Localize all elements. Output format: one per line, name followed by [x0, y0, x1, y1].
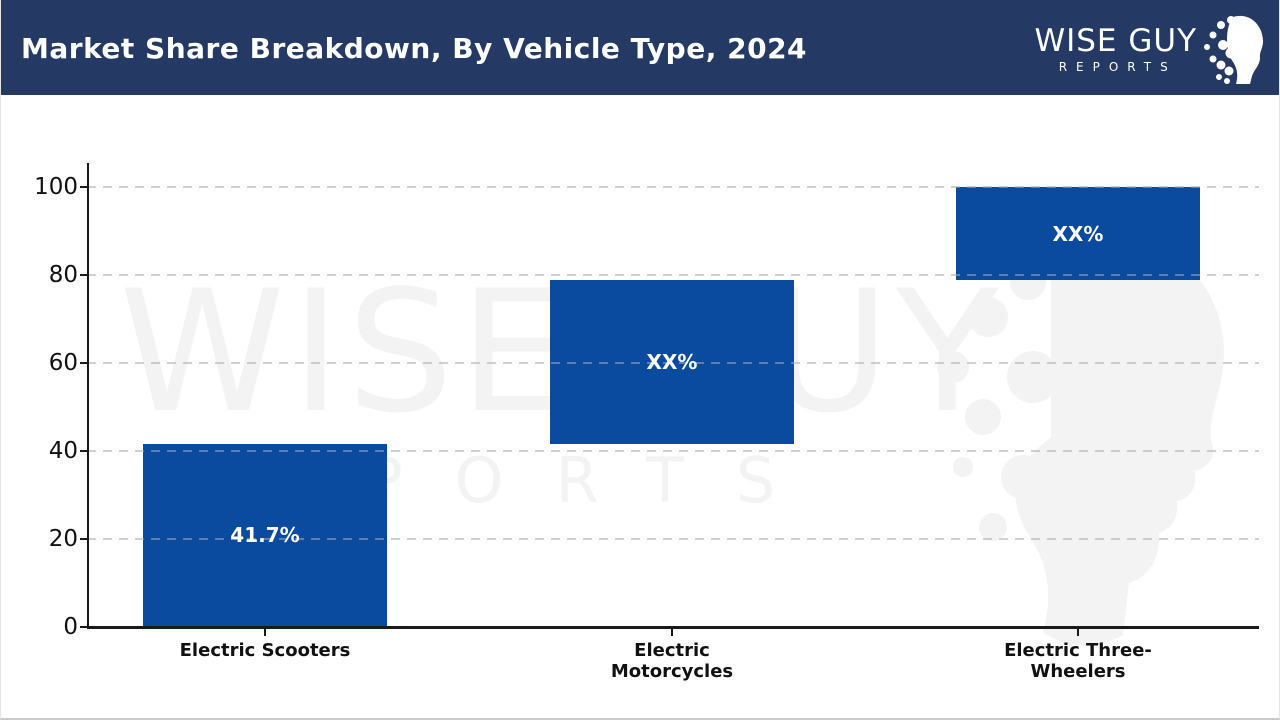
x-axis-label: Electric Three- Wheelers	[928, 640, 1228, 682]
bar-1	[143, 443, 387, 627]
logo-wordmark: WISE GUY	[1034, 23, 1197, 59]
gridline	[87, 450, 1259, 452]
gridline	[87, 186, 1259, 188]
y-tick	[80, 450, 87, 452]
y-tick-label: 100	[34, 174, 78, 200]
page-title: Market Share Breakdown, By Vehicle Type,…	[21, 32, 808, 65]
x-axis-label-line: Electric Scooters	[179, 640, 351, 661]
y-tick	[80, 362, 87, 364]
y-tick	[80, 186, 87, 188]
logo-reports-label: REPORTS	[1058, 60, 1177, 74]
x-axis-label-line: Electric Three-	[1004, 640, 1152, 661]
wiseguy-face-icon	[1204, 15, 1264, 84]
x-tick	[1077, 629, 1079, 636]
y-axis-spine	[87, 163, 89, 629]
bar-2	[550, 280, 794, 444]
x-axis-label: Electric Scooters	[115, 640, 415, 661]
bar-value-label: XX%	[646, 349, 698, 374]
logo-text: WISE GUY REPORTS	[1034, 24, 1197, 74]
bar-value-label: 41.7%	[230, 523, 300, 548]
x-tick	[264, 629, 266, 636]
y-tick-label: 80	[48, 262, 78, 288]
y-tick-label: 60	[48, 350, 78, 376]
x-axis-spine	[87, 626, 1259, 629]
gridline	[87, 362, 1259, 364]
y-tick-label: 40	[48, 438, 78, 464]
x-axis-label: Electric Motorcycles	[522, 640, 822, 682]
y-tick	[80, 538, 87, 540]
x-axis-label-line: Wheelers	[1030, 661, 1126, 682]
bar-value-label: XX%	[1052, 221, 1104, 246]
x-tick	[671, 629, 673, 636]
y-tick	[80, 626, 87, 628]
y-tick	[80, 274, 87, 276]
wiseguy-logo: WISE GUY REPORTS	[1034, 13, 1265, 85]
header-bar: Market Share Breakdown, By Vehicle Type,…	[1, 0, 1279, 95]
x-axis-label-line: Motorcycles	[610, 661, 734, 682]
gridline	[87, 538, 1259, 540]
gridline	[87, 274, 1259, 276]
y-tick-label: 20	[48, 526, 78, 552]
x-axis-label-line: Electric	[634, 640, 710, 661]
y-tick-label: 0	[63, 614, 78, 640]
